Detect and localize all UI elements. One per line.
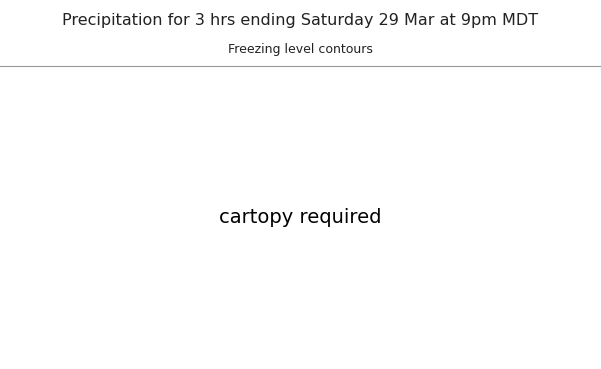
Text: Freezing level contours: Freezing level contours xyxy=(228,43,373,56)
Text: cartopy required: cartopy required xyxy=(219,208,382,227)
Text: Precipitation for 3 hrs ending Saturday 29 Mar at 9pm MDT: Precipitation for 3 hrs ending Saturday … xyxy=(63,13,538,28)
